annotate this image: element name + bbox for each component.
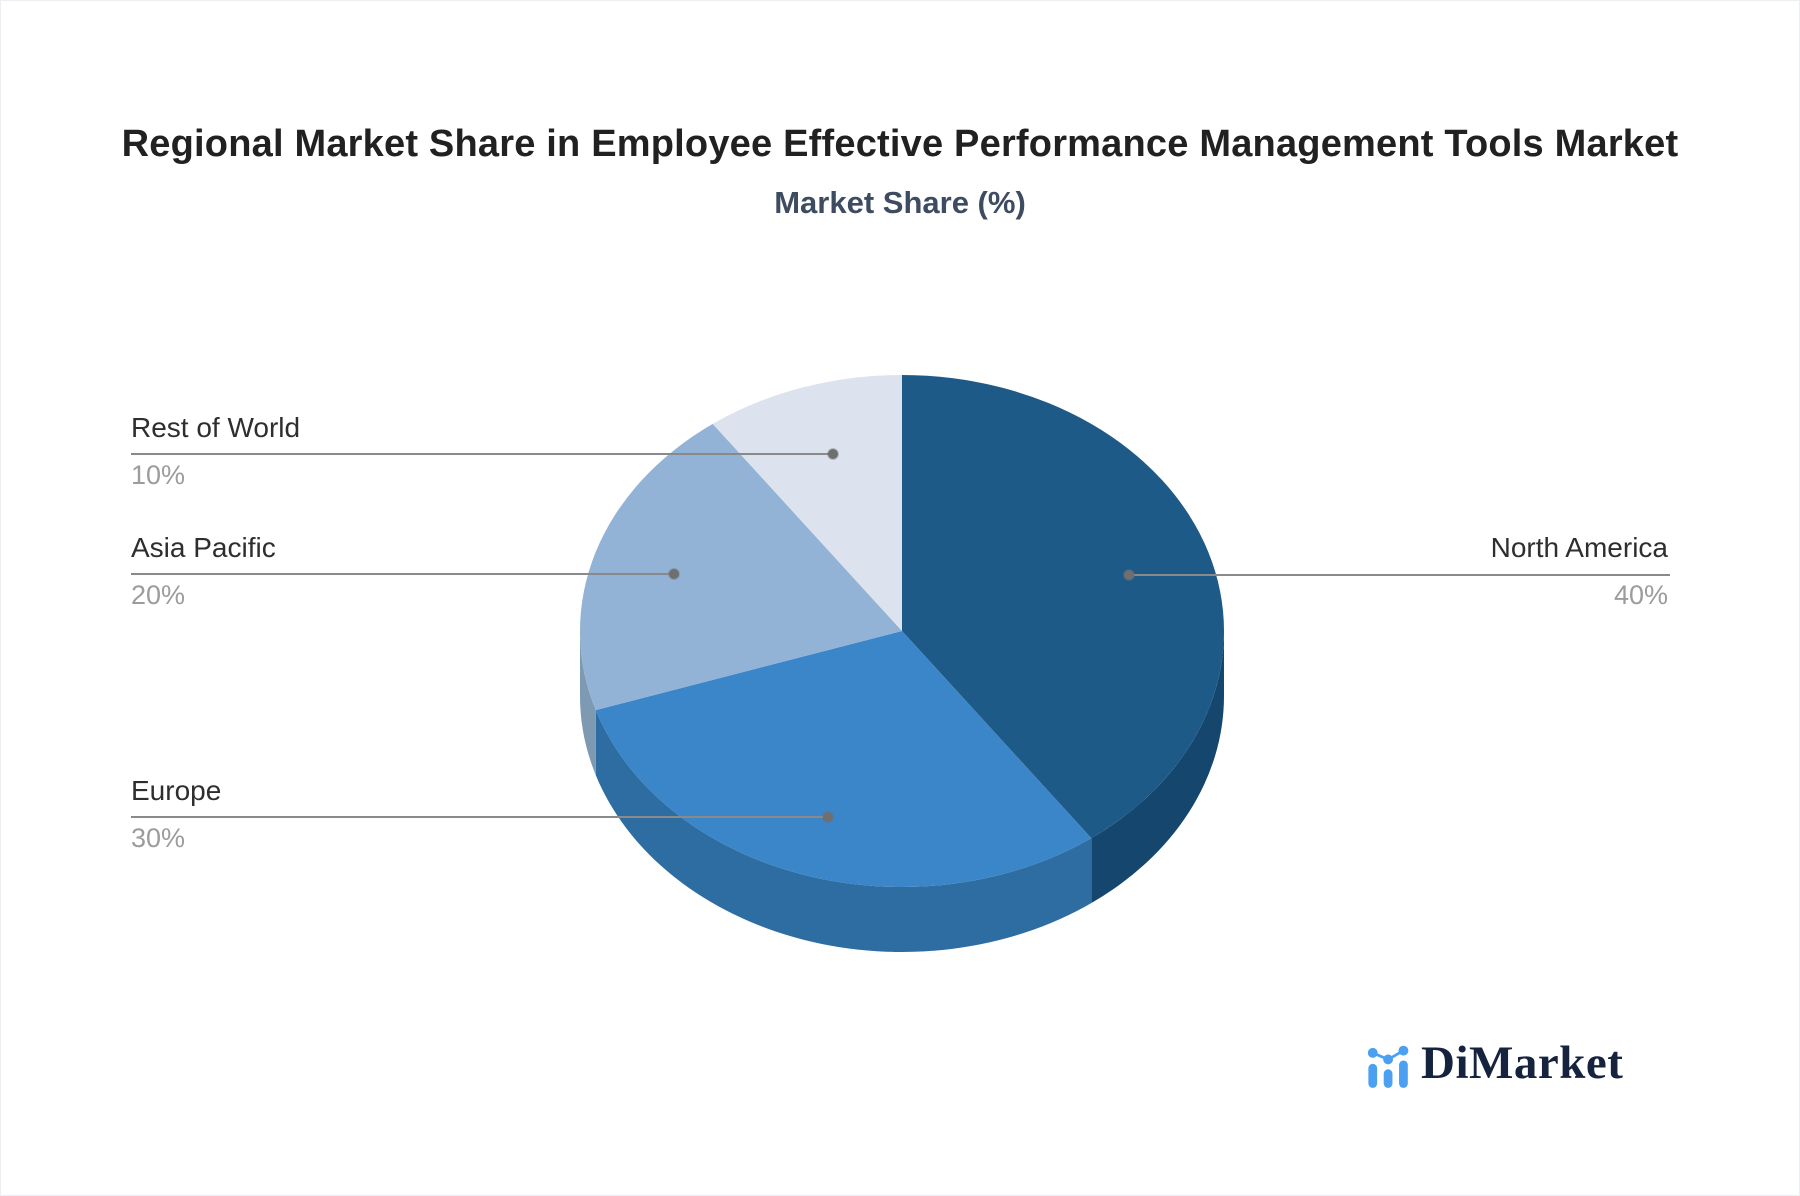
bar-line-chart-icon (1367, 1045, 1409, 1088)
callout-dot-north-america (1124, 570, 1134, 580)
pie-slice-europe[interactable] (595, 631, 1092, 887)
callout-line-north-america (1129, 574, 1670, 576)
callout-dot-asia-pacific (669, 569, 679, 579)
callout-label-asia-pacific: Asia Pacific (131, 532, 276, 563)
pie-slice-rest-of-world[interactable] (712, 375, 902, 631)
chart-subtitle: Market Share (%) (774, 185, 1026, 220)
callout-dot-rest-of-world (828, 449, 838, 459)
callout-value-rest-of-world: 10% (131, 460, 186, 490)
chart-title: Regional Market Share in Employee Effect… (121, 123, 1679, 165)
pie-slice-side-north-america[interactable] (1091, 631, 1224, 904)
callout-line-europe (131, 816, 828, 818)
callout-label-rest-of-world: Rest of World (131, 412, 301, 443)
callout-line-rest-of-world (131, 453, 833, 455)
brand-logo-text: DiMarket (1421, 1037, 1624, 1089)
callout-label-europe: Europe (131, 775, 222, 806)
callout-label-north-america: North America (1490, 532, 1668, 563)
callout-line-asia-pacific (131, 573, 674, 575)
pie-slice-side-europe[interactable] (595, 710, 1092, 952)
callout-value-asia-pacific: 20% (131, 580, 186, 610)
callout-value-europe: 30% (131, 823, 186, 853)
pie-slice-asia-pacific[interactable] (580, 423, 902, 711)
callout-value-north-america: 40% (1613, 580, 1668, 610)
pie-slice-north-america[interactable] (902, 375, 1224, 839)
brand-logo: DiMarket (1365, 1037, 1623, 1089)
callout-dot-europe (823, 812, 833, 822)
pie-slice-side-asia-pacific[interactable] (580, 631, 596, 776)
